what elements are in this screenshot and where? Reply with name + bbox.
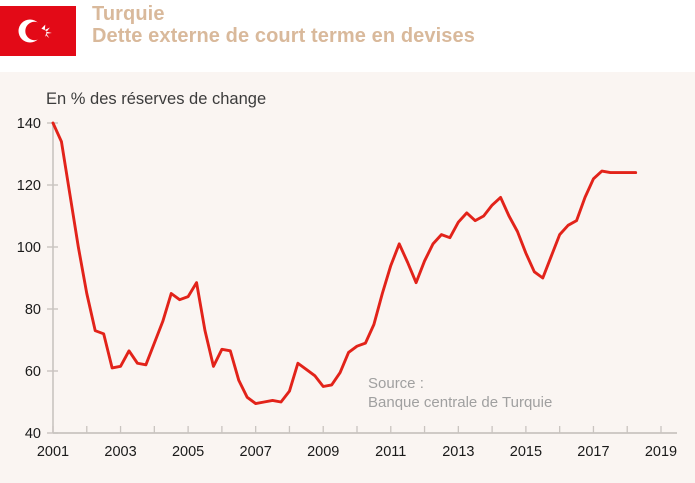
page-title: Dette externe de court terme en devises [92, 25, 475, 48]
source-label: Source : [368, 375, 424, 392]
x-tick-label: 2009 [307, 444, 339, 460]
x-tick-label: 2013 [442, 444, 474, 460]
x-tick-label: 2015 [510, 444, 542, 460]
x-tick-label: 2007 [240, 444, 272, 460]
x-tick-label: 2005 [172, 444, 204, 460]
x-tick-label: 2011 [375, 444, 406, 460]
y-tick-label: 100 [17, 240, 41, 256]
series-line [51, 121, 638, 405]
y-tick-label: 40 [25, 426, 41, 442]
chart-subtitle: En % des réserves de change [46, 90, 267, 108]
y-tick-label: 80 [25, 302, 41, 318]
x-axis: 2001 2003 2005 2007 2009 2011 2013 2015 2017 2019 [37, 426, 677, 460]
country-name: Turquie [92, 3, 165, 25]
x-tick-label: 2017 [577, 444, 609, 460]
chart-panel: En % des réserves de change 40 60 80 100 120… [0, 72, 695, 483]
source-note: Source : Banque centrale de Turquie [368, 375, 552, 413]
x-tick-label: 2001 [37, 444, 69, 460]
y-axis: 40 60 80 100 120 140 [17, 116, 58, 442]
y-tick-label: 120 [17, 178, 41, 194]
y-tick-label: 140 [17, 116, 41, 132]
x-tick-label: 2019 [645, 444, 677, 460]
line-chart: 40 60 80 100 120 140 2001 2003 2005 2007 2009 2011… [17, 116, 677, 460]
y-tick-label: 60 [25, 364, 41, 380]
source-name: Banque centrale de Turquie [368, 393, 553, 411]
turkey-flag-icon [0, 6, 76, 56]
data-series [51, 121, 638, 405]
x-tick-label: 2003 [104, 444, 136, 460]
title-block: Turquie Dette externe de court terme en … [92, 3, 475, 48]
header-bar: Turquie Dette externe de court terme en … [0, 0, 695, 72]
